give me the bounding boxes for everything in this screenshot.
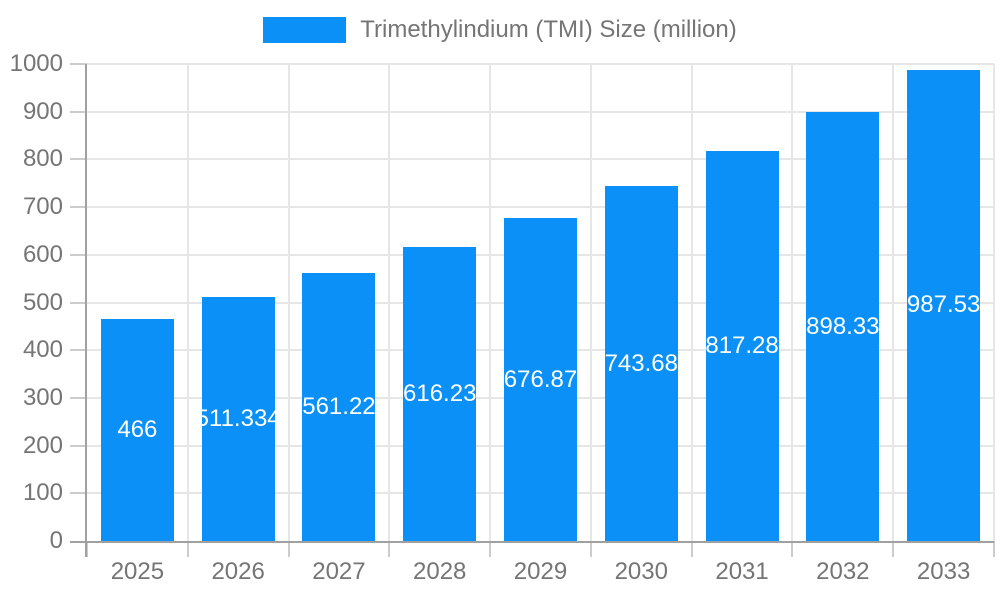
x-axis-tick	[791, 541, 794, 557]
x-axis-tick	[388, 541, 391, 557]
gridline-vertical	[287, 64, 290, 541]
y-axis-label: 600	[22, 240, 63, 268]
y-axis-tick	[70, 63, 87, 65]
bar-2031[interactable]: 817.28	[705, 151, 779, 541]
x-axis-label-2031: 2031	[715, 558, 769, 585]
gridline-vertical	[186, 64, 189, 541]
x-axis-tick	[86, 541, 88, 557]
gridline-vertical	[388, 64, 391, 541]
x-axis-label-2033: 2033	[916, 558, 971, 585]
bar-value-label: 616.23	[403, 380, 477, 408]
bar-2029[interactable]: 676.87	[504, 218, 577, 541]
x-axis-tick	[690, 541, 693, 557]
y-axis-label: 1000	[9, 50, 63, 77]
y-axis-label: 100	[22, 479, 63, 507]
chart-legend[interactable]: Trimethylindium (TMI) Size (million)	[0, 17, 1000, 43]
y-axis-tick	[70, 396, 87, 399]
y-axis-tick	[70, 110, 87, 113]
y-axis-tick	[70, 158, 87, 161]
bar-2033[interactable]: 987.53	[907, 69, 981, 541]
y-axis-label: 900	[22, 97, 63, 125]
y-axis-tick	[70, 492, 87, 495]
y-axis-tick	[70, 349, 87, 352]
bar-value-label: 898.33	[806, 312, 880, 340]
bar-2025[interactable]: 466	[100, 318, 174, 541]
x-axis-label-2027: 2027	[312, 558, 366, 585]
gridline-vertical	[892, 64, 895, 541]
plot-area: 0 100 200 300 400 500 600 700 800 900 1000 466 2025 5…	[10, 51, 995, 585]
x-axis-tick	[489, 541, 492, 557]
x-axis-label-2025: 2025	[110, 558, 165, 585]
x-axis-label-2032: 2032	[816, 558, 870, 585]
bar-2030[interactable]: 743.68	[604, 186, 678, 541]
y-axis-label: 700	[22, 193, 63, 221]
y-axis-label: 0	[49, 527, 63, 554]
x-axis-line	[70, 541, 994, 543]
y-axis-label: 500	[22, 288, 63, 316]
x-axis-label-2030: 2030	[614, 558, 668, 585]
bar-2026[interactable]: 511.334	[201, 297, 275, 541]
x-axis-label-2029: 2029	[513, 558, 568, 585]
bar-value-label: 987.53	[907, 291, 981, 319]
x-axis-tick	[287, 541, 290, 557]
y-axis-label: 800	[22, 145, 63, 173]
gridline-vertical	[589, 64, 592, 541]
bar-value-label: 676.87	[504, 365, 577, 393]
y-axis-tick	[70, 444, 87, 447]
gridline-vertical	[489, 64, 492, 541]
bar-value-label: 743.68	[604, 349, 678, 377]
y-axis-tick	[70, 253, 87, 256]
x-axis-label-2028: 2028	[413, 558, 467, 585]
bar-value-label: 511.334	[201, 405, 275, 433]
bar-value-label: 561.22	[302, 393, 376, 421]
x-axis-tick	[186, 541, 189, 557]
x-axis-tick	[892, 541, 895, 557]
bar-2027[interactable]: 561.22	[302, 273, 376, 541]
y-axis-line	[85, 64, 87, 557]
y-axis-label: 300	[22, 383, 63, 411]
bar-value-label: 817.28	[705, 332, 779, 360]
gridline-vertical	[993, 64, 995, 541]
x-axis-label-2026: 2026	[211, 558, 265, 585]
x-axis-tick	[589, 541, 592, 557]
bar-value-label: 466	[117, 415, 158, 443]
gridline-vertical	[690, 64, 693, 541]
y-axis-label: 400	[22, 336, 63, 364]
gridline-horizontal	[87, 63, 994, 65]
y-axis-label: 200	[22, 431, 63, 459]
legend-swatch	[263, 17, 347, 43]
x-axis-tick	[993, 541, 995, 557]
y-axis-tick	[70, 206, 87, 209]
bar-2032[interactable]: 898.33	[806, 112, 880, 541]
y-axis-tick	[70, 301, 87, 304]
bar-2028[interactable]: 616.23	[403, 247, 477, 541]
gridline-vertical	[791, 64, 794, 541]
legend-label: Trimethylindium (TMI) Size (million)	[360, 16, 737, 43]
